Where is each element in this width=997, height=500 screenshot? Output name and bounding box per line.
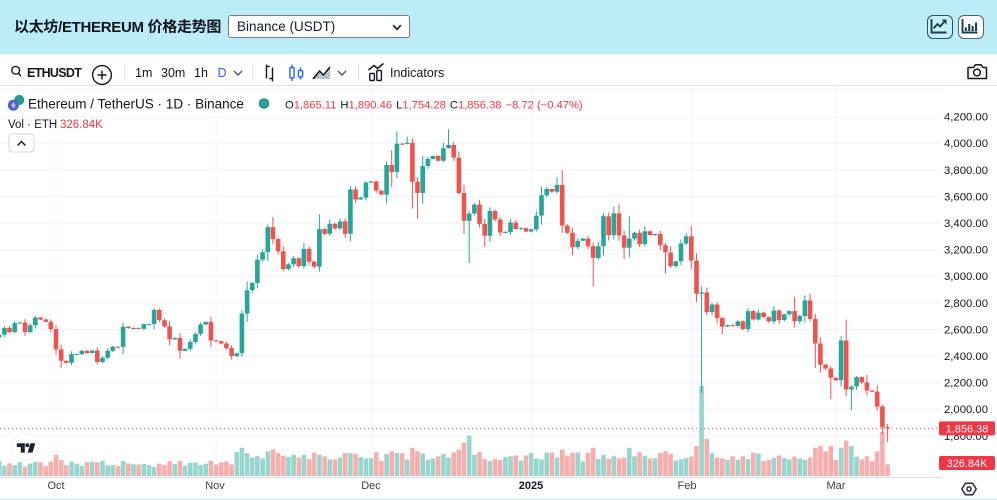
svg-text:Ethereum / TetherUS · 1D · Bin: Ethereum / TetherUS · 1D · Binance: [28, 96, 244, 111]
svg-text:2,200.00: 2,200.00: [944, 378, 988, 390]
svg-text:3,000.00: 3,000.00: [944, 271, 988, 283]
svg-text:2,400.00: 2,400.00: [944, 351, 988, 363]
svg-text:Vol · ETH: Vol · ETH: [8, 119, 57, 131]
svg-text:/ETHEREUM: /ETHEREUM: [58, 19, 144, 36]
svg-text:3,600.00: 3,600.00: [944, 191, 988, 203]
svg-text:4,200.00: 4,200.00: [944, 112, 988, 124]
svg-text:326.84K: 326.84K: [947, 458, 989, 470]
svg-text:4,000.00: 4,000.00: [944, 138, 988, 150]
svg-text:2,000.00: 2,000.00: [944, 404, 988, 416]
svg-text:3,800.00: 3,800.00: [944, 165, 988, 177]
svg-text:2,600.00: 2,600.00: [944, 324, 988, 336]
svg-text:3,400.00: 3,400.00: [944, 218, 988, 230]
svg-text:326.84K: 326.84K: [60, 119, 103, 131]
svg-text:1,856.38: 1,856.38: [946, 423, 989, 435]
svg-text:3,200.00: 3,200.00: [944, 245, 988, 257]
svg-text:2,800.00: 2,800.00: [944, 298, 988, 310]
